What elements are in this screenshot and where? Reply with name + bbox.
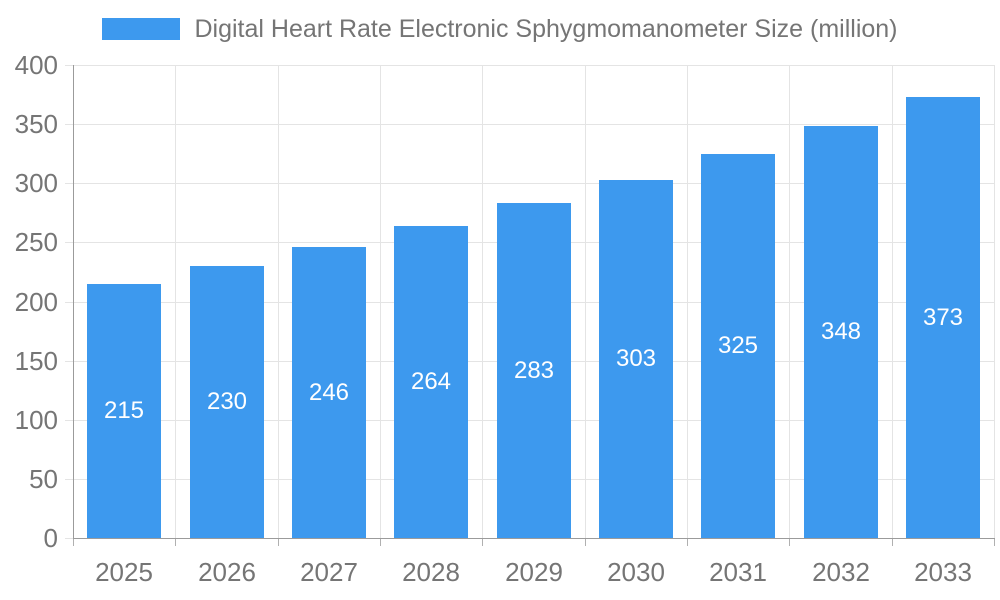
y-axis-tick-label: 150 [14,346,58,376]
bar-value-label: 264 [410,368,452,395]
bar[interactable]: 215 [87,284,161,538]
bar-value-label: 215 [103,397,145,424]
x-axis-tick-label: 2026 [198,557,256,587]
bar-value-label: 373 [922,303,964,331]
bar[interactable]: 348 [804,126,878,538]
bar-value-label: 283 [513,356,555,384]
x-axis-tick [585,539,586,546]
bar-value-label: 303 [615,345,657,372]
grid-line-vertical [585,65,586,538]
y-axis-tick [65,479,73,480]
y-axis-tick [65,65,73,66]
x-axis-line [73,538,995,539]
grid-line-vertical [278,65,279,538]
y-axis-tick-label: 250 [14,227,58,257]
x-axis-tick [482,539,483,546]
bar[interactable]: 303 [599,180,673,538]
grid-line-vertical [892,65,893,538]
bar[interactable]: 373 [906,97,980,538]
grid-line-vertical [175,65,176,538]
y-axis-tick [65,361,73,362]
bar[interactable]: 230 [190,266,264,538]
grid-line-vertical [994,65,995,538]
x-axis-tick-label: 2029 [505,557,563,587]
y-axis-tick [65,183,73,184]
x-axis-tick [175,539,176,546]
x-axis-tick-label: 2025 [95,557,153,587]
y-axis-tick-label: 0 [43,523,58,553]
y-axis-tick-label: 300 [14,168,58,198]
y-axis-tick [65,302,73,303]
bar-value-label: 246 [308,378,350,406]
x-axis-tick-label: 2028 [402,557,460,587]
y-axis-tick [65,420,73,421]
bar[interactable]: 325 [701,154,775,538]
y-axis-tick [65,242,73,243]
bar-value-label: 325 [717,332,759,359]
x-axis-tick [994,539,995,546]
x-axis-tick [687,539,688,546]
grid-line-vertical [482,65,483,538]
y-axis-tick [65,538,73,539]
x-axis-tick [892,539,893,546]
x-axis-tick [380,539,381,546]
y-axis-tick [65,124,73,125]
y-axis-tick-label: 400 [14,50,58,80]
x-axis-tick-label: 2027 [300,557,358,587]
y-axis-line [73,65,74,538]
x-axis-tick [789,539,790,546]
plot-area: 0 50 100 150 200 250 300 350 400 2025 215 2026 230 20… [15,52,995,585]
bar[interactable]: 283 [497,203,571,538]
y-axis-tick-label: 200 [14,287,58,317]
bar[interactable]: 264 [394,226,468,538]
x-axis-tick-label: 2032 [812,557,870,587]
x-axis-tick-label: 2033 [914,557,972,587]
grid-line-horizontal [74,65,994,66]
grid-line-vertical [687,65,688,538]
y-axis-tick-label: 350 [14,109,58,139]
y-axis-tick-label: 50 [29,464,58,494]
bar-value-label: 230 [206,388,248,415]
grid-line-horizontal [74,183,994,184]
grid-line-horizontal [74,124,994,125]
x-axis-tick-label: 2031 [709,557,767,587]
y-axis-tick-label: 100 [14,405,58,435]
x-axis-tick [278,539,279,546]
x-axis-tick-label: 2030 [607,557,665,587]
legend-swatch[interactable] [102,18,181,40]
legend-label[interactable]: Digital Heart Rate Electronic Sphygmoman… [194,14,898,43]
bar-value-label: 348 [820,318,862,345]
bar[interactable]: 246 [292,247,366,538]
grid-line-vertical [789,65,790,538]
grid-line-vertical [380,65,381,538]
x-axis-tick [73,539,74,546]
legend-item[interactable]: Digital Heart Rate Electronic Sphygmoman… [0,14,1000,43]
